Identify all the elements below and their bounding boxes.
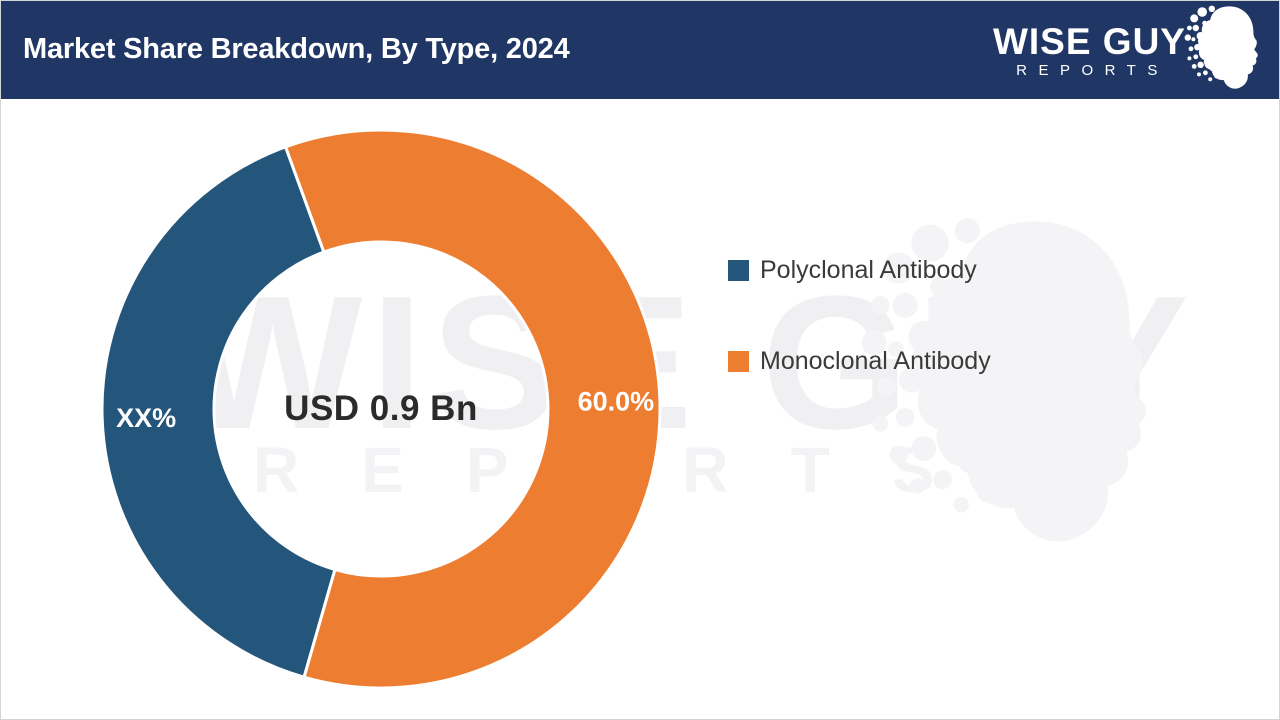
- legend-swatch: [728, 350, 749, 372]
- legend-row: Polyclonal Antibody: [728, 256, 991, 284]
- wise-guy-face-icon: [1182, 4, 1264, 96]
- header: Market Share Breakdown, By Type, 2024 WI…: [0, 0, 1280, 99]
- wise-guy-logo: WISE GUY REPORTS: [993, 4, 1264, 96]
- slice-value-label: XX%: [116, 403, 176, 433]
- page-title: Market Share Breakdown, By Type, 2024: [23, 33, 570, 65]
- legend-swatch: [728, 259, 749, 281]
- chart-legend: Polyclonal Antibody Monoclonal Antibody: [728, 256, 991, 438]
- chart-center-value: USD 0.9 Bn: [284, 389, 478, 428]
- legend-label: Monoclonal Antibody: [760, 346, 991, 375]
- logo-line1: WISE GUY: [992, 20, 1186, 62]
- legend-row: Monoclonal Antibody: [728, 347, 991, 375]
- legend-label: Polyclonal Antibody: [760, 255, 977, 284]
- logo-wordmark: WISE GUY REPORTS: [993, 23, 1186, 78]
- logo-line2: REPORTS: [1016, 61, 1169, 79]
